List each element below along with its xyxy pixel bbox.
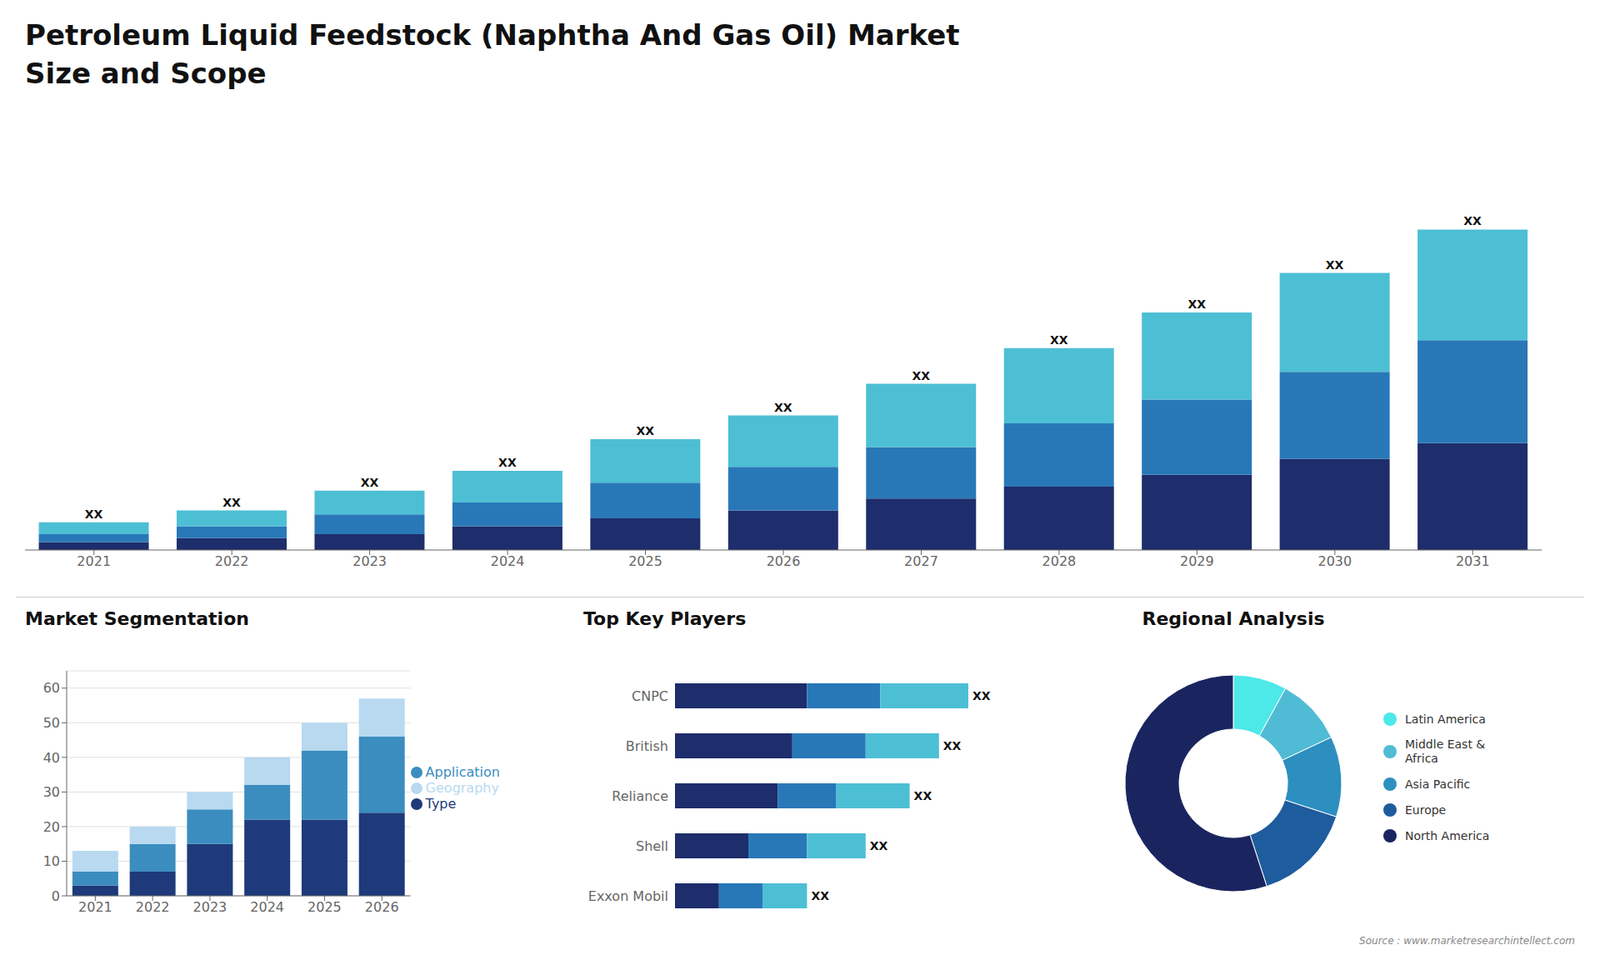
svg-text:British: British [625,738,669,755]
svg-text:10: 10 [43,853,60,870]
html-text:Source : www.marketresearchint: Source : www.marketresearchintellect.com [1359,935,1575,947]
html-text:Geography: Geography [425,779,500,796]
svg-text:CNPC: CNPC [631,688,669,705]
svg-text:2022: 2022 [135,899,170,915]
svg-text:2031: 2031 [1455,553,1490,570]
svg-text:2030: 2030 [1317,553,1352,570]
html-text:North America: North America [1405,828,1490,843]
svg-text:2028: 2028 [1042,553,1077,570]
svg-text:XX: XX [85,507,104,521]
html-text:Middle East &: Middle East & [1405,737,1486,752]
svg-text:XX: XX [222,495,241,510]
svg-text:2027: 2027 [904,553,939,570]
svg-text:2024: 2024 [250,899,285,915]
svg-text:Reliance: Reliance [611,788,669,805]
html-text:Regional Analysis: Regional Analysis [1142,608,1325,630]
svg-text:XX: XX [1187,297,1206,311]
svg-text:XX: XX [943,739,962,753]
svg-text:2025: 2025 [307,899,342,915]
svg-text:XX: XX [360,475,380,490]
html-text:Type: Type [425,795,457,812]
svg-text:40: 40 [43,750,60,766]
svg-text:XX: XX [972,689,991,703]
svg-text:XX: XX [1463,214,1482,228]
svg-text:2022: 2022 [215,553,250,570]
svg-text:XX: XX [911,369,930,383]
svg-text:50: 50 [43,715,60,731]
svg-text:2021: 2021 [76,553,111,570]
svg-text:XX: XX [914,789,933,803]
html-text:Top Key Players: Top Key Players [583,608,746,630]
svg-text:Exxon Mobil: Exxon Mobil [588,888,669,905]
svg-text:Shell: Shell [635,838,669,855]
svg-text:2025: 2025 [628,553,663,570]
html-text:Europe: Europe [1405,803,1446,817]
html-text:Latin America: Latin America [1405,712,1486,726]
svg-text:2026: 2026 [766,553,801,570]
html-text:Africa: Africa [1405,751,1439,766]
svg-text:XX: XX [774,400,793,415]
svg-text:2024: 2024 [490,553,525,570]
svg-text:30: 30 [43,784,60,800]
svg-text:XX: XX [1050,333,1069,347]
svg-text:2021: 2021 [78,899,113,915]
svg-text:2023: 2023 [352,553,387,570]
svg-text:2023: 2023 [193,899,228,915]
html-text:Petroleum Liquid Feedstock (Na: Petroleum Liquid Feedstock (Naphtha And … [25,18,960,52]
svg-text:20: 20 [43,819,60,835]
svg-text:XX: XX [636,424,655,438]
html-text:Application: Application [425,763,500,780]
svg-text:60: 60 [43,680,60,696]
svg-text:2029: 2029 [1180,553,1215,570]
html-text:Asia Pacific: Asia Pacific [1405,777,1471,791]
svg-text:XX: XX [1325,258,1345,272]
html-text:Market Segmentation: Market Segmentation [25,608,250,630]
svg-text:XX: XX [498,455,517,470]
svg-text:2026: 2026 [365,899,400,915]
svg-text:XX: XX [810,889,830,903]
svg-text:0: 0 [51,888,60,905]
svg-text:XX: XX [870,839,889,853]
html-text:Size and Scope: Size and Scope [25,56,267,90]
